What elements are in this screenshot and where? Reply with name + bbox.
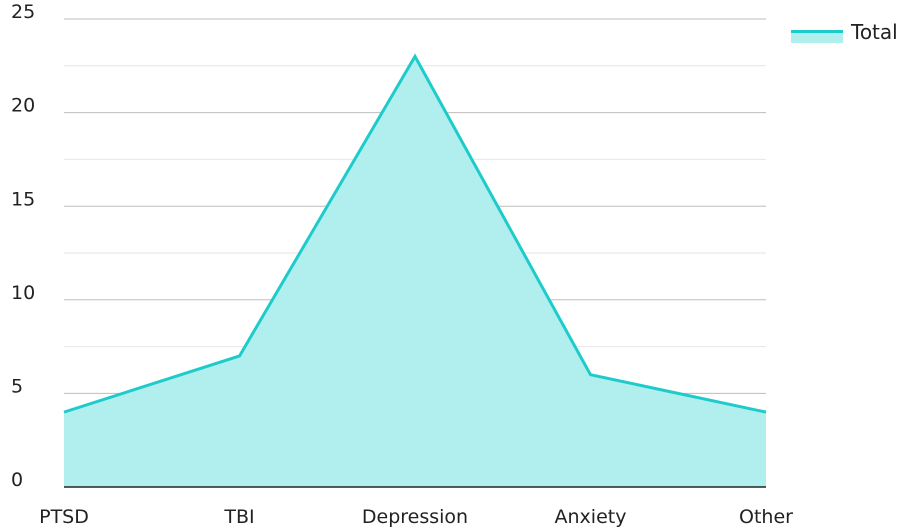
series-line-total <box>63 53 767 414</box>
legend: Total <box>791 20 898 44</box>
legend-label-total: Total <box>850 20 898 44</box>
y-axis-ticks: 0 5 10 15 20 25 <box>11 1 35 491</box>
y-tick-label: 25 <box>11 1 35 23</box>
legend-swatch-total <box>791 30 843 43</box>
y-tick-label: 5 <box>11 375 23 397</box>
y-tick-label: 10 <box>11 282 35 304</box>
x-tick-label-other: Other <box>739 506 793 528</box>
x-tick-label-depression: Depression <box>362 506 468 528</box>
series-area-total <box>64 56 766 487</box>
x-axis-ticks: PTSD TBI Depression Anxiety Other <box>39 506 793 528</box>
x-tick-label-anxiety: Anxiety <box>555 506 627 528</box>
y-tick-label: 0 <box>11 469 23 491</box>
y-tick-label: 15 <box>11 188 35 210</box>
x-tick-label-ptsd: PTSD <box>39 506 89 528</box>
x-tick-label-tbi: TBI <box>223 506 254 528</box>
y-tick-label: 20 <box>11 95 35 117</box>
legend-swatch-line-total <box>791 30 843 33</box>
